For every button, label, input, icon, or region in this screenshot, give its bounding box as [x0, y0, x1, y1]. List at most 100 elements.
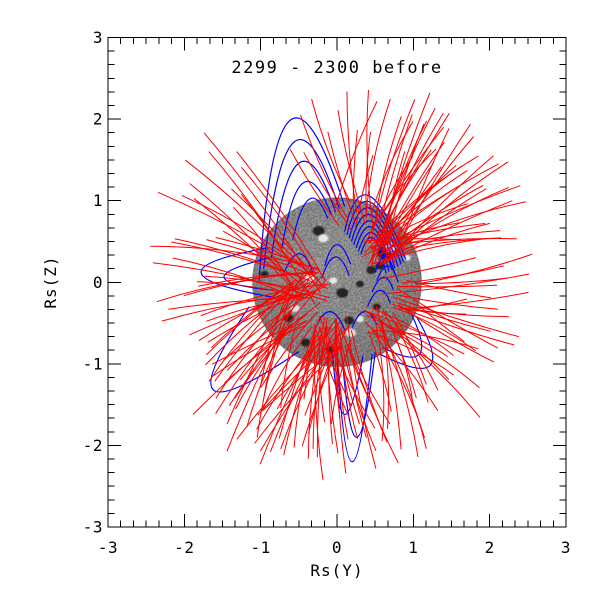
closed-field-line [336, 353, 373, 463]
open-field-line [337, 110, 366, 224]
closed-field-lines-group [200, 117, 434, 463]
open-field-line [211, 320, 308, 365]
open-field-line [236, 151, 326, 281]
open-field-line [365, 98, 391, 218]
axes-frame [107, 37, 567, 528]
open-field-line [374, 112, 444, 263]
open-field-line [156, 272, 317, 303]
open-field-line [369, 121, 414, 218]
open-field-line [198, 281, 311, 342]
open-field-line [370, 222, 460, 250]
plot-title: 2299 - 2300 before [231, 58, 442, 78]
open-field-line [346, 91, 358, 213]
magnetogram-dark-feature [355, 280, 364, 288]
open-field-line [371, 328, 426, 439]
open-field-line [387, 201, 527, 250]
open-field-line [308, 341, 338, 434]
closed-field-line [350, 213, 399, 267]
open-field-line [398, 304, 495, 363]
closed-field-line [321, 256, 350, 279]
open-field-line [172, 257, 302, 302]
open-field-line [260, 280, 294, 387]
open-field-line [396, 291, 529, 310]
open-field-line [392, 319, 429, 403]
open-field-line [256, 326, 329, 430]
magnetogram-dark-feature [312, 225, 325, 236]
open-field-line [319, 317, 376, 429]
x-tick-label: 3 [561, 538, 571, 557]
open-field-line [379, 92, 431, 247]
closed-field-line [366, 289, 391, 307]
open-field-line [171, 241, 304, 279]
open-field-line [300, 114, 350, 221]
open-field-line [303, 330, 316, 400]
open-field-line [371, 126, 445, 231]
open-field-line [198, 271, 316, 287]
open-field-line [346, 316, 377, 469]
open-field-line [276, 317, 338, 410]
open-field-line [269, 327, 332, 453]
open-field-line [280, 326, 297, 408]
open-field-line [378, 141, 445, 252]
open-field-line [193, 198, 299, 295]
open-field-line [363, 309, 450, 381]
open-field-line [293, 334, 315, 448]
open-field-line [364, 310, 465, 355]
open-field-line [336, 325, 349, 440]
open-field-line [379, 148, 437, 219]
magnetogram-dark-feature [300, 338, 311, 347]
closed-field-line [376, 265, 399, 283]
x-tick-label: 2 [485, 538, 495, 557]
open-field-line [382, 257, 476, 279]
tick-labels-group: -3 -2 -1 0 1 2 3 -3 -2 -1 0 1 2 3 [83, 28, 571, 557]
open-field-line [226, 278, 310, 452]
open-field-line [215, 276, 319, 399]
open-field-line [183, 272, 295, 297]
open-field-line [364, 155, 414, 246]
open-field-line [385, 185, 484, 253]
open-field-line [402, 265, 505, 284]
open-field-line [289, 148, 340, 227]
open-field-line [224, 321, 307, 384]
open-field-line [207, 293, 304, 343]
open-field-line [382, 308, 417, 399]
open-field-line [316, 317, 328, 458]
open-field-line [396, 284, 498, 288]
open-field-line [383, 120, 428, 226]
open-field-line [257, 325, 350, 416]
open-field-line [376, 322, 427, 449]
x-tick-label: 0 [332, 538, 342, 557]
open-field-line [168, 297, 310, 310]
open-field-line [304, 325, 343, 416]
open-field-line [208, 281, 296, 382]
open-field-line [311, 98, 351, 203]
y-tick-label: 1 [93, 191, 103, 210]
open-field-line [313, 326, 324, 480]
open-field-line [409, 308, 510, 318]
open-field-line [261, 326, 313, 411]
open-field-line [389, 188, 487, 260]
open-field-line [337, 322, 377, 451]
closed-field-line [258, 117, 346, 281]
open-field-line [228, 279, 327, 406]
open-field-line [379, 186, 509, 263]
magnetogram-dark-feature [344, 316, 355, 325]
open-field-line [363, 165, 463, 255]
open-field-line [385, 155, 494, 265]
closed-field-line [351, 311, 378, 328]
open-field-line [391, 124, 471, 259]
magnetogram-bright-feature [329, 277, 338, 284]
x-tick-label: 1 [408, 538, 418, 557]
x-tick-label: -3 [98, 538, 118, 557]
open-field-line [340, 343, 359, 439]
open-field-line [397, 302, 491, 332]
open-field-line [367, 330, 392, 412]
open-field-line [377, 162, 435, 261]
magnetogram-dark-feature [336, 287, 349, 298]
y-tick-label: 3 [93, 28, 103, 47]
y-tick-label: 0 [93, 273, 103, 292]
closed-field-line [270, 160, 337, 258]
open-field-line [185, 159, 311, 276]
closed-field-line [200, 247, 272, 298]
